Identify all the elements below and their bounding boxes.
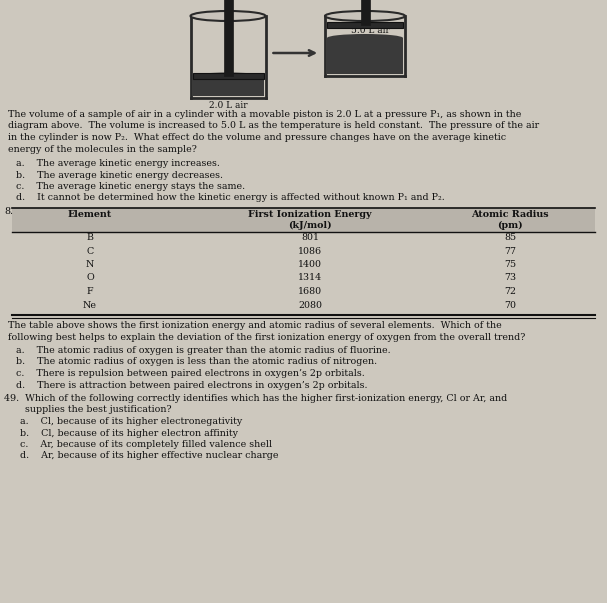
Text: The table above shows the first ionization energy and atomic radius of several e: The table above shows the first ionizati… (8, 321, 502, 330)
Text: 2080: 2080 (298, 300, 322, 309)
Bar (192, 76, 263, 96)
Text: 49.  Which of the following correctly identifies which has the higher first-ioni: 49. Which of the following correctly ide… (4, 394, 507, 403)
Text: 70: 70 (504, 300, 516, 309)
Text: Atomic Radius: Atomic Radius (471, 210, 549, 219)
Bar (327, 38, 403, 74)
Text: 1400: 1400 (298, 260, 322, 269)
Text: d.    It cannot be determined how the kinetic energy is affected without known P: d. It cannot be determined how the kinet… (16, 194, 445, 203)
Ellipse shape (325, 11, 405, 21)
Bar (12, 208, 595, 232)
Text: c.    Ar, because of its completely filled valence shell: c. Ar, because of its completely filled … (20, 440, 272, 449)
Text: in the cylinder is now P₂.  What effect do the volume and pressure changes have : in the cylinder is now P₂. What effect d… (8, 133, 506, 142)
Text: d.    Ar, because of its higher effective nuclear charge: d. Ar, because of its higher effective n… (20, 452, 279, 461)
Text: 72: 72 (504, 287, 516, 296)
Text: N: N (86, 260, 94, 269)
Text: O: O (86, 274, 94, 282)
Text: 73: 73 (504, 274, 516, 282)
Text: C: C (86, 247, 93, 256)
Text: d.    There is attraction between paired electrons in oxygen’s 2p orbitals.: d. There is attraction between paired el… (16, 380, 367, 390)
Text: following best helps to explain the deviation of the first ionization energy of : following best helps to explain the devi… (8, 332, 526, 341)
Text: c.    The average kinetic energy stays the same.: c. The average kinetic energy stays the … (16, 182, 245, 191)
Text: 1680: 1680 (298, 287, 322, 296)
Text: 5.0 L air: 5.0 L air (351, 26, 390, 35)
Text: Element: Element (68, 210, 112, 219)
Bar (192, 73, 263, 79)
Text: supplies the best justification?: supplies the best justification? (4, 405, 172, 414)
Text: 77: 77 (504, 247, 516, 256)
Bar (361, 0, 370, 25)
Text: c.    There is repulsion between paired electrons in oxygen’s 2p orbitals.: c. There is repulsion between paired ele… (16, 369, 365, 378)
Text: B: B (87, 233, 93, 242)
Text: diagram above.  The volume is increased to 5.0 L as the temperature is held cons: diagram above. The volume is increased t… (8, 121, 539, 130)
Text: 1086: 1086 (298, 247, 322, 256)
Text: a.    Cl, because of its higher electronegativity: a. Cl, because of its higher electronega… (20, 417, 242, 426)
Bar (223, 0, 232, 76)
Ellipse shape (192, 72, 263, 80)
Text: 85: 85 (504, 233, 516, 242)
Ellipse shape (191, 11, 265, 21)
Text: 8.: 8. (4, 207, 13, 216)
Text: First Ionization Energy: First Ionization Energy (248, 210, 371, 219)
Text: a.    The average kinetic energy increases.: a. The average kinetic energy increases. (16, 159, 220, 168)
Text: (pm): (pm) (497, 221, 523, 230)
Text: energy of the molecules in the sample?: energy of the molecules in the sample? (8, 145, 197, 154)
Text: a.    The atomic radius of oxygen is greater than the atomic radius of fluorine.: a. The atomic radius of oxygen is greate… (16, 346, 391, 355)
Text: F: F (87, 287, 93, 296)
Text: The volume of a sample of air in a cylinder with a movable piston is 2.0 L at a : The volume of a sample of air in a cylin… (8, 110, 521, 119)
Bar (327, 22, 403, 28)
Ellipse shape (327, 34, 403, 42)
Text: b.    The average kinetic energy decreases.: b. The average kinetic energy decreases. (16, 171, 223, 180)
Text: (kJ/mol): (kJ/mol) (288, 221, 332, 230)
Text: b.    The atomic radius of oxygen is less than the atomic radius of nitrogen.: b. The atomic radius of oxygen is less t… (16, 358, 377, 367)
Text: Ne: Ne (83, 300, 97, 309)
Text: 801: 801 (301, 233, 319, 242)
Text: 1314: 1314 (298, 274, 322, 282)
Text: 75: 75 (504, 260, 516, 269)
Text: 2.0 L air: 2.0 L air (209, 101, 247, 110)
Text: b.    Cl, because of its higher electron affinity: b. Cl, because of its higher electron af… (20, 429, 238, 438)
